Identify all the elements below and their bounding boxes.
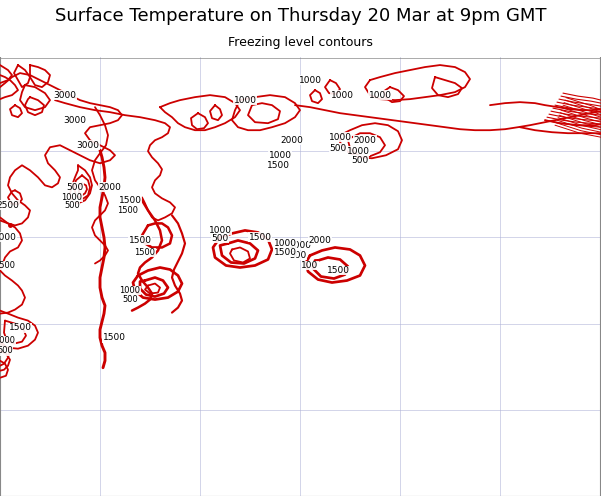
Text: 1000: 1000 <box>61 193 82 202</box>
Text: 500: 500 <box>352 156 368 165</box>
Text: 1000: 1000 <box>299 75 322 85</box>
Text: 1000: 1000 <box>0 336 16 345</box>
Text: 100: 100 <box>301 261 319 270</box>
Text: 1500: 1500 <box>273 248 296 257</box>
Text: 1500: 1500 <box>0 261 16 270</box>
Text: 1500: 1500 <box>326 266 350 275</box>
Text: 1500: 1500 <box>8 323 31 332</box>
Text: 1500: 1500 <box>103 333 126 342</box>
Text: 1000: 1000 <box>329 133 352 142</box>
Text: 1000: 1000 <box>120 286 141 295</box>
Text: 3000: 3000 <box>53 91 76 100</box>
Text: 1000: 1000 <box>331 91 353 100</box>
Text: 1000: 1000 <box>368 91 391 100</box>
Text: 500: 500 <box>0 346 13 355</box>
Text: 500: 500 <box>64 201 80 210</box>
Text: 1000: 1000 <box>273 239 296 248</box>
Text: 3000: 3000 <box>76 141 100 150</box>
Text: 2000: 2000 <box>353 136 376 145</box>
Text: 2000: 2000 <box>99 183 121 192</box>
Text: 500: 500 <box>122 295 138 304</box>
Text: 1500: 1500 <box>135 248 156 257</box>
Text: Surface Temperature on Thursday 20 Mar at 9pm GMT: Surface Temperature on Thursday 20 Mar a… <box>55 7 546 25</box>
Text: 1500: 1500 <box>129 236 151 245</box>
Text: 1500: 1500 <box>266 161 290 170</box>
Text: 2000: 2000 <box>281 136 304 145</box>
Text: 1500: 1500 <box>118 206 138 215</box>
Text: 2000: 2000 <box>308 236 331 245</box>
Text: 1000: 1000 <box>269 151 291 160</box>
Text: Freezing level contours: Freezing level contours <box>228 36 373 49</box>
Text: 1000: 1000 <box>288 241 311 250</box>
Text: 2500: 2500 <box>0 201 19 210</box>
Text: 1000: 1000 <box>347 147 370 156</box>
Text: 2000: 2000 <box>0 233 16 242</box>
Text: 1000: 1000 <box>209 226 231 235</box>
Text: 500: 500 <box>289 251 307 260</box>
Text: 500: 500 <box>329 144 347 153</box>
Text: 1500: 1500 <box>248 233 272 242</box>
Text: 3000: 3000 <box>64 116 87 124</box>
Text: 1000: 1000 <box>234 96 257 105</box>
Text: 500: 500 <box>212 234 228 243</box>
Text: 1500: 1500 <box>118 196 141 205</box>
Text: 500: 500 <box>66 183 84 192</box>
